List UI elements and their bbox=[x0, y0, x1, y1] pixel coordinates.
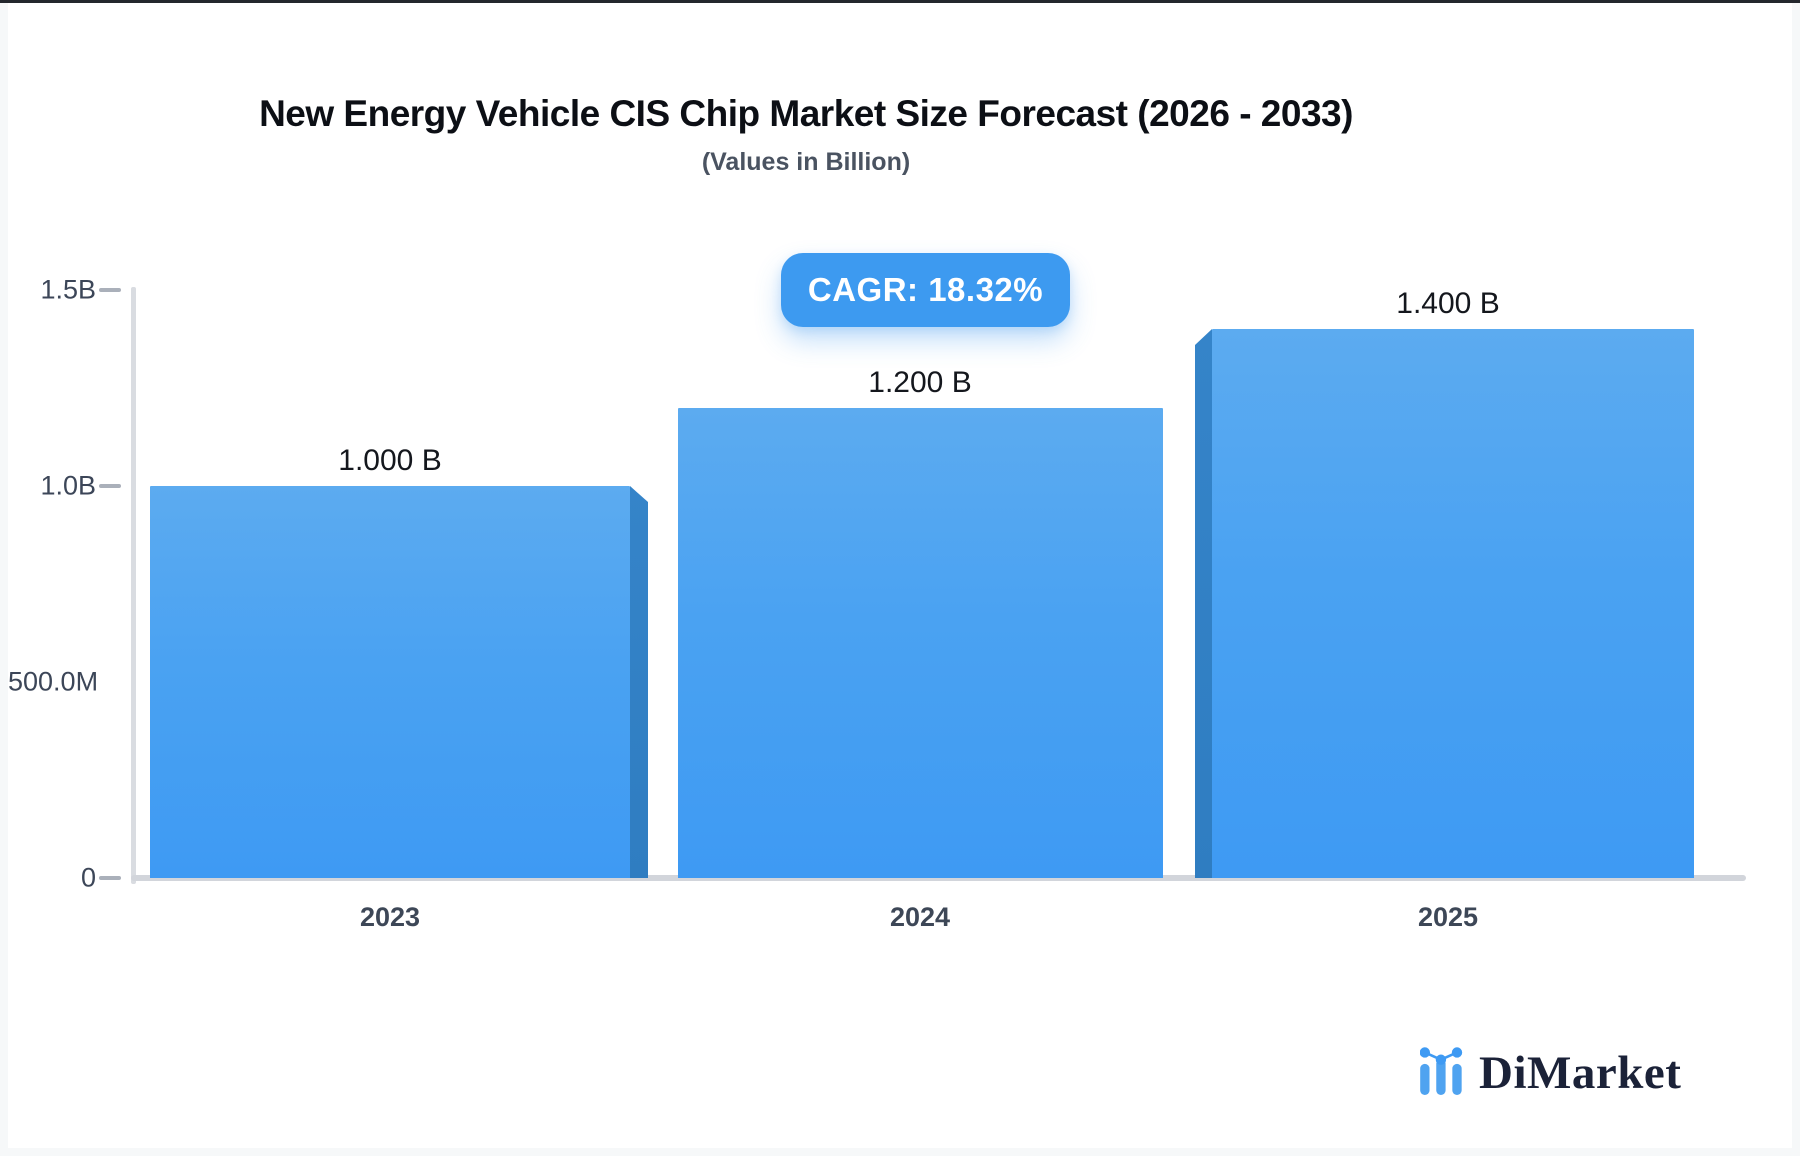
bar-2023 bbox=[150, 486, 630, 878]
x-axis-line bbox=[131, 875, 1746, 881]
x-category-label: 2023 bbox=[359, 902, 421, 932]
y-tick-mark bbox=[99, 288, 121, 292]
y-tick-label: 1.5B bbox=[40, 274, 96, 305]
bar-2024 bbox=[678, 408, 1163, 878]
cagr-badge-label: CAGR: 18.32% bbox=[807, 271, 1044, 308]
bar-line-chart-icon bbox=[1420, 1047, 1463, 1095]
y-axis-line bbox=[131, 287, 136, 884]
y-tick-label: 0 bbox=[80, 862, 96, 893]
bar-value-label: 1.200 B bbox=[868, 366, 972, 399]
bar-2025 bbox=[1212, 329, 1694, 878]
bar-value-label: 1.000 B bbox=[338, 444, 442, 477]
bar-2023-side-face bbox=[630, 486, 648, 878]
page-subtitle: (Values in Billion) bbox=[701, 148, 911, 176]
x-category-label: 2025 bbox=[1417, 902, 1479, 932]
y-tick-label: 1.0B bbox=[40, 470, 96, 501]
x-category-label: 2024 bbox=[889, 902, 951, 932]
y-tick-mark bbox=[99, 876, 121, 880]
bar-2025-side-face bbox=[1195, 329, 1212, 878]
window-top-edge bbox=[0, 0, 1800, 3]
chart-canvas: New Energy Vehicle CIS Chip Market Size … bbox=[8, 3, 1792, 1148]
cagr-badge: CAGR: 18.32% bbox=[781, 253, 1070, 327]
page-title: New Energy Vehicle CIS Chip Market Size … bbox=[259, 93, 1353, 134]
brand-logo: DiMarket bbox=[1420, 1039, 1682, 1099]
y-tick-mark bbox=[99, 484, 121, 488]
bar-value-label: 1.400 B bbox=[1396, 287, 1500, 320]
y-tick-label: 500.0M bbox=[8, 666, 99, 697]
brand-name: DiMarket bbox=[1479, 1046, 1682, 1099]
